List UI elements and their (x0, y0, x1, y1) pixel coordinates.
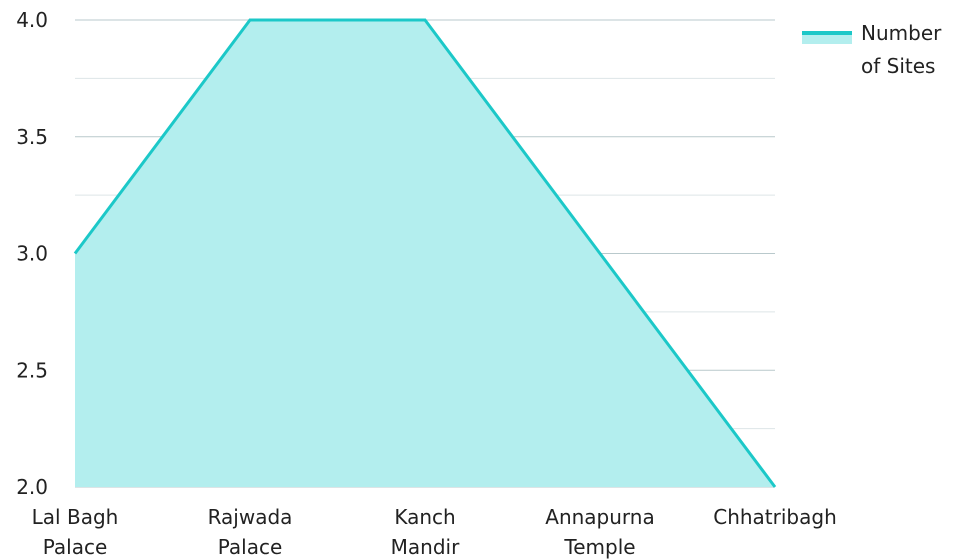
y-tick-label: 4.0 (16, 8, 48, 32)
legend-label-line-2: of Sites (861, 54, 935, 78)
y-tick-label: 2.5 (16, 358, 48, 382)
legend-label-line-1: Number (861, 21, 942, 45)
y-tick-label: 3.0 (16, 242, 48, 266)
x-tick-label: Chhatribagh (713, 505, 837, 529)
area-series (73, 18, 777, 488)
x-tick-label: Annapurna Temple (545, 505, 654, 559)
x-tick-label: Rajwada Palace (208, 505, 293, 559)
x-axis: Lal Bagh Palace Rajwada Palace Kanch Mandir An… (32, 505, 837, 559)
legend: Number of Sites (802, 21, 942, 78)
x-tick-label: Kanch Mandir (391, 505, 460, 559)
y-tick-label: 3.5 (16, 125, 48, 149)
x-tick-label: Lal Bagh Palace (32, 505, 119, 559)
area-fill (75, 20, 775, 487)
y-tick-label: 2.0 (16, 475, 48, 499)
y-axis: 2.0 2.5 3.0 3.5 4.0 (16, 8, 48, 499)
